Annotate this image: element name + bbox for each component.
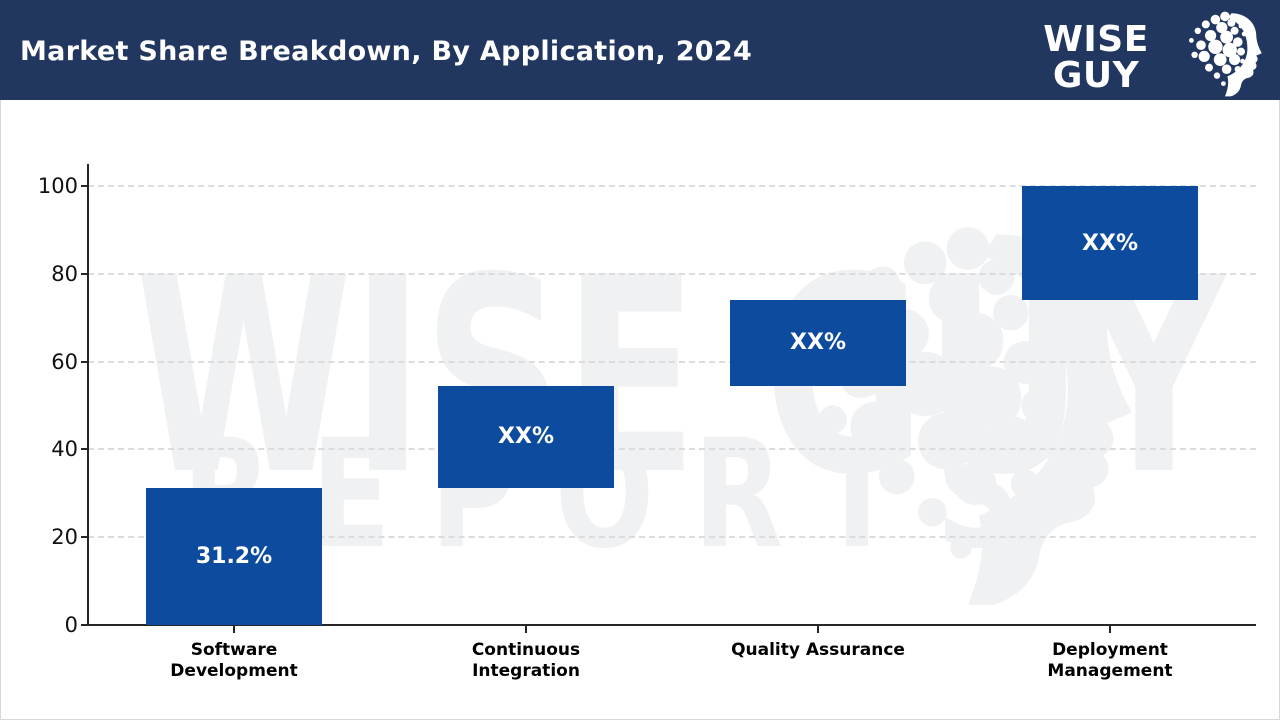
y-tick-label: 40 bbox=[51, 437, 78, 462]
x-category-label-line: Integration bbox=[472, 661, 580, 682]
bar: XX% bbox=[730, 300, 906, 386]
wiseguy-logo: WISE GUY REPORTS bbox=[1010, 6, 1270, 114]
bar: XX% bbox=[438, 385, 614, 489]
y-gridline bbox=[88, 272, 1256, 275]
x-category-label-line: Continuous bbox=[471, 640, 581, 660]
y-tick-mark bbox=[81, 624, 88, 626]
y-tick-label: 100 bbox=[37, 174, 78, 198]
bar-value-label: 31.2% bbox=[195, 544, 273, 569]
x-category-label-line: Deployment bbox=[1052, 640, 1168, 660]
page-title: Market Share Breakdown, By Application, … bbox=[20, 36, 753, 67]
bar: 31.2% bbox=[146, 488, 322, 625]
x-axis-spine bbox=[86, 624, 1256, 626]
y-tick-label: 0 bbox=[64, 613, 78, 637]
logo-wiseguy-label: WISE GUY bbox=[1043, 19, 1149, 96]
x-tick-mark bbox=[1109, 626, 1111, 633]
x-category-label-line: Quality Assurance bbox=[731, 640, 905, 660]
y-tick-mark bbox=[81, 536, 88, 539]
x-category-label: Continuous Integration bbox=[396, 640, 656, 683]
y-axis-spine bbox=[87, 164, 89, 626]
x-tick-mark bbox=[817, 626, 819, 633]
wiseguy-logo-face-icon bbox=[1189, 11, 1262, 97]
x-category-label: Deployment Management bbox=[980, 640, 1240, 683]
x-tick-mark bbox=[233, 626, 235, 633]
y-tick-label: 80 bbox=[51, 261, 78, 286]
x-category-label: Quality Assurance bbox=[688, 640, 948, 661]
x-category-label-line: Development bbox=[170, 661, 298, 682]
bar-value-label: XX% bbox=[1082, 230, 1138, 256]
y-tick-mark bbox=[81, 272, 88, 275]
header-bar: Market Share Breakdown, By Application, … bbox=[0, 0, 1280, 114]
y-tick-label: 60 bbox=[51, 349, 78, 374]
y-tick-label: 20 bbox=[51, 525, 78, 550]
bar-value-label: XX% bbox=[498, 424, 554, 450]
wiseguy-logo-text: WISE GUY REPORTS bbox=[1010, 19, 1182, 115]
x-category-label-line: Management bbox=[1047, 661, 1173, 682]
y-gridline bbox=[88, 536, 1256, 539]
x-category-label-line: Software bbox=[190, 640, 278, 660]
bar: XX% bbox=[1022, 186, 1198, 301]
y-tick-mark bbox=[81, 448, 88, 451]
logo-reports-label: REPORTS bbox=[1026, 98, 1176, 114]
y-gridline bbox=[88, 185, 1256, 187]
x-category-label: Software Development bbox=[104, 640, 364, 683]
y-tick-mark bbox=[81, 360, 88, 363]
y-tick-mark bbox=[81, 185, 88, 187]
y-gridline bbox=[88, 448, 1256, 451]
x-tick-mark bbox=[525, 626, 527, 633]
bar-value-label: XX% bbox=[790, 330, 846, 356]
y-gridline bbox=[88, 360, 1256, 363]
